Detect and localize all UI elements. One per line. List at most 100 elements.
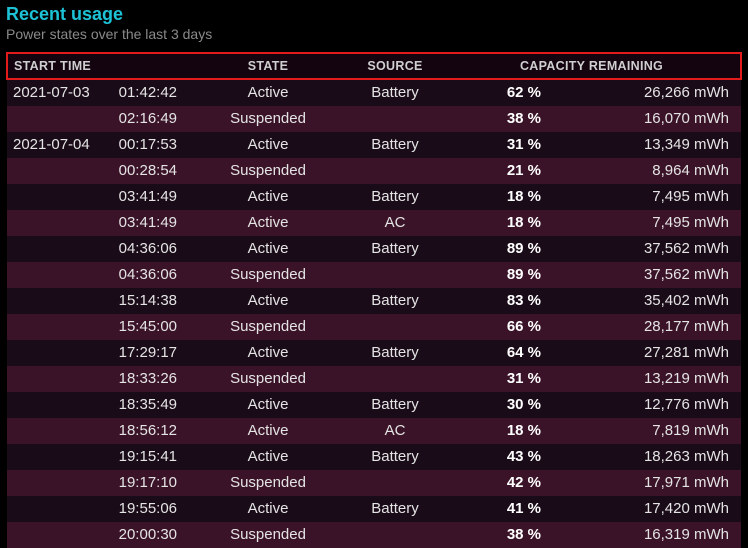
cell-source: Battery <box>347 288 443 314</box>
cell-time: 03:41:49 <box>93 184 189 210</box>
col-capacity: CAPACITY REMAINING <box>443 53 741 79</box>
table-header-row: START TIME STATE SOURCE CAPACITY REMAINI… <box>7 53 741 79</box>
cell-time: 20:00:30 <box>93 522 189 548</box>
cell-capacity-pct: 38 % <box>443 522 545 548</box>
cell-state: Active <box>189 444 347 470</box>
cell-date <box>7 366 93 392</box>
cell-date <box>7 184 93 210</box>
cell-capacity-mwh: 37,562 mWh <box>545 262 741 288</box>
cell-capacity-mwh: 17,420 mWh <box>545 496 741 522</box>
cell-capacity-mwh: 37,562 mWh <box>545 236 741 262</box>
cell-time: 18:33:26 <box>93 366 189 392</box>
table-row: 19:55:06ActiveBattery41 %17,420 mWh <box>7 496 741 522</box>
cell-date <box>7 392 93 418</box>
cell-capacity-mwh: 7,819 mWh <box>545 418 741 444</box>
cell-capacity-pct: 30 % <box>443 392 545 418</box>
cell-source: Battery <box>347 236 443 262</box>
cell-state: Active <box>189 288 347 314</box>
cell-state: Active <box>189 79 347 106</box>
table-row: 15:45:00Suspended66 %28,177 mWh <box>7 314 741 340</box>
cell-capacity-pct: 64 % <box>443 340 545 366</box>
table-row: 19:15:41ActiveBattery43 %18,263 mWh <box>7 444 741 470</box>
cell-time: 01:42:42 <box>93 79 189 106</box>
cell-date <box>7 340 93 366</box>
page-title: Recent usage <box>6 4 742 25</box>
cell-date <box>7 236 93 262</box>
cell-capacity-pct: 18 % <box>443 184 545 210</box>
cell-capacity-pct: 66 % <box>443 314 545 340</box>
cell-time: 17:29:17 <box>93 340 189 366</box>
cell-source: Battery <box>347 184 443 210</box>
cell-capacity-pct: 89 % <box>443 236 545 262</box>
cell-capacity-pct: 89 % <box>443 262 545 288</box>
cell-source: Battery <box>347 496 443 522</box>
cell-state: Suspended <box>189 158 347 184</box>
cell-capacity-mwh: 13,349 mWh <box>545 132 741 158</box>
cell-source: Battery <box>347 392 443 418</box>
cell-capacity-pct: 38 % <box>443 106 545 132</box>
col-start-time: START TIME <box>7 53 189 79</box>
cell-date: 2021-07-04 <box>7 132 93 158</box>
table-row: 2021-07-0301:42:42ActiveBattery62 %26,26… <box>7 79 741 106</box>
table-row: 03:41:49ActiveAC18 %7,495 mWh <box>7 210 741 236</box>
cell-capacity-pct: 21 % <box>443 158 545 184</box>
cell-source: AC <box>347 210 443 236</box>
col-state: STATE <box>189 53 347 79</box>
cell-time: 03:41:49 <box>93 210 189 236</box>
cell-capacity-mwh: 16,319 mWh <box>545 522 741 548</box>
cell-capacity-pct: 62 % <box>443 79 545 106</box>
cell-capacity-mwh: 18,263 mWh <box>545 444 741 470</box>
cell-state: Active <box>189 132 347 158</box>
cell-source <box>347 158 443 184</box>
cell-capacity-mwh: 16,070 mWh <box>545 106 741 132</box>
cell-date <box>7 418 93 444</box>
cell-time: 19:55:06 <box>93 496 189 522</box>
cell-time: 00:17:53 <box>93 132 189 158</box>
cell-time: 18:35:49 <box>93 392 189 418</box>
cell-state: Active <box>189 184 347 210</box>
cell-capacity-pct: 43 % <box>443 444 545 470</box>
cell-capacity-pct: 31 % <box>443 366 545 392</box>
cell-capacity-mwh: 7,495 mWh <box>545 184 741 210</box>
col-source: SOURCE <box>347 53 443 79</box>
cell-time: 15:45:00 <box>93 314 189 340</box>
cell-source: Battery <box>347 79 443 106</box>
cell-state: Active <box>189 210 347 236</box>
cell-capacity-pct: 83 % <box>443 288 545 314</box>
table-row: 19:17:10Suspended42 %17,971 mWh <box>7 470 741 496</box>
cell-state: Active <box>189 496 347 522</box>
cell-capacity-mwh: 12,776 mWh <box>545 392 741 418</box>
cell-capacity-mwh: 27,281 mWh <box>545 340 741 366</box>
table-row: 2021-07-0400:17:53ActiveBattery31 %13,34… <box>7 132 741 158</box>
cell-source: Battery <box>347 444 443 470</box>
cell-time: 04:36:06 <box>93 262 189 288</box>
cell-capacity-pct: 18 % <box>443 418 545 444</box>
table-row: 18:56:12ActiveAC18 %7,819 mWh <box>7 418 741 444</box>
cell-source <box>347 366 443 392</box>
table-row: 18:33:26Suspended 31 %13,219 mWh <box>7 366 741 392</box>
cell-time: 19:17:10 <box>93 470 189 496</box>
cell-source <box>347 262 443 288</box>
table-row: 04:36:06Suspended 89 %37,562 mWh <box>7 262 741 288</box>
cell-date <box>7 522 93 548</box>
cell-state: Suspended <box>189 314 347 340</box>
cell-capacity-mwh: 17,971 mWh <box>545 470 741 496</box>
cell-state: Suspended <box>189 262 347 288</box>
cell-capacity-mwh: 7,495 mWh <box>545 210 741 236</box>
cell-source <box>347 522 443 548</box>
cell-state: Suspended <box>189 522 347 548</box>
cell-capacity-pct: 41 % <box>443 496 545 522</box>
cell-date <box>7 106 93 132</box>
table-row: 17:29:17ActiveBattery64 %27,281 mWh <box>7 340 741 366</box>
cell-capacity-mwh: 13,219 mWh <box>545 366 741 392</box>
cell-state: Suspended <box>189 366 347 392</box>
usage-table: START TIME STATE SOURCE CAPACITY REMAINI… <box>6 52 742 548</box>
cell-state: Active <box>189 340 347 366</box>
cell-state: Active <box>189 418 347 444</box>
cell-state: Suspended <box>189 470 347 496</box>
cell-time: 15:14:38 <box>93 288 189 314</box>
cell-capacity-mwh: 35,402 mWh <box>545 288 741 314</box>
cell-date <box>7 314 93 340</box>
cell-state: Suspended <box>189 106 347 132</box>
cell-time: 18:56:12 <box>93 418 189 444</box>
